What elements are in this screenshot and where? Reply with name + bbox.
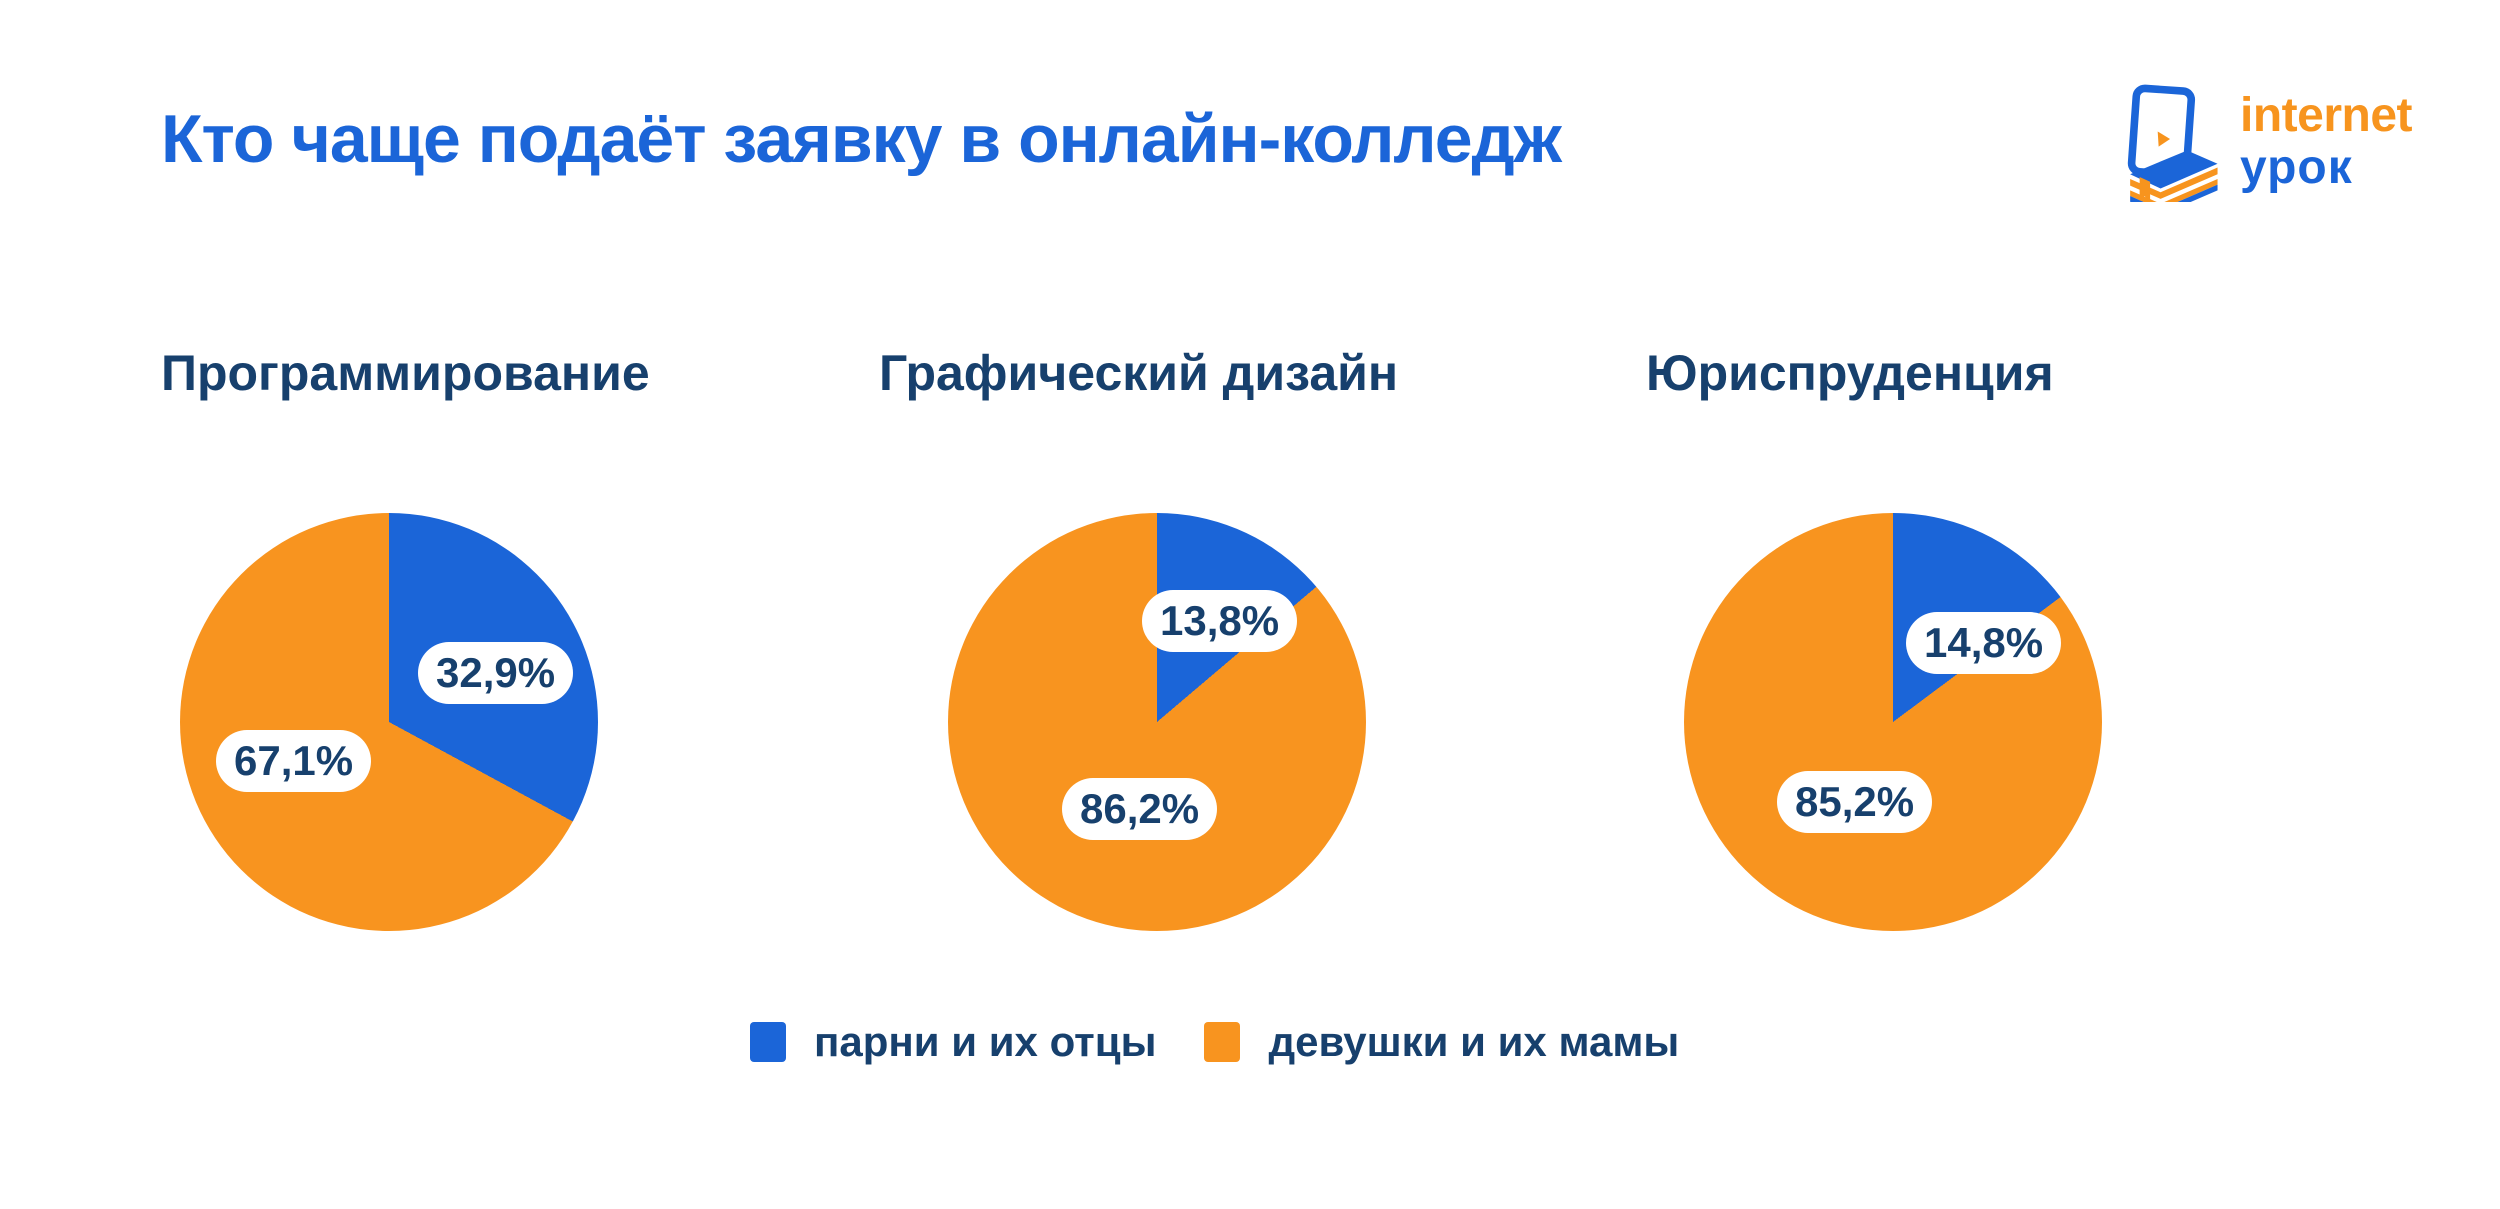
legend-item: девушки и их мамы — [1204, 1018, 1679, 1066]
pie-chart-programming: 32,9% 67,1% — [180, 513, 598, 931]
value-label-pill: 67,1% — [216, 730, 372, 792]
legend-swatch-orange — [1204, 1022, 1241, 1062]
open-book-laptop-play-icon — [2127, 84, 2218, 202]
logo-text-urok: урок — [2240, 140, 2353, 194]
pie-chart-graphic-design: 13,8% 86,2% — [948, 513, 1366, 931]
logo-text-internet: internet — [2240, 89, 2413, 142]
logo: internet урок — [2114, 78, 2413, 202]
chart-title-graphic-design: Графический дизайн — [879, 345, 1399, 401]
legend-label: девушки и их мамы — [1268, 1018, 1680, 1065]
value-label-pill: 85,2% — [1777, 771, 1933, 833]
pie-graphic-design — [948, 513, 1366, 931]
legend-item: парни и их отцы — [750, 1018, 1156, 1066]
chart-title-law: Юриспруденция — [1646, 345, 2054, 401]
chart-title-programming: Программирование — [161, 345, 650, 401]
value-label-pill: 14,8% — [1906, 612, 2062, 674]
value-label-pill: 13,8% — [1142, 590, 1298, 652]
pie-chart-law: 14,8% 85,2% — [1684, 513, 2102, 931]
logo-text: internet урок — [2240, 78, 2413, 194]
legend-swatch-blue — [750, 1022, 786, 1062]
pie-law — [1684, 513, 2102, 931]
legend: парни и их отцы девушки и их мамы — [750, 1018, 1679, 1066]
value-label-pill: 32,9% — [418, 642, 574, 704]
pie-programming — [180, 513, 598, 931]
legend-label: парни и их отцы — [814, 1018, 1157, 1065]
page-title: Кто чаще подаёт заявку в онлайн-колледж — [161, 101, 1562, 177]
value-label-pill: 86,2% — [1062, 778, 1218, 840]
